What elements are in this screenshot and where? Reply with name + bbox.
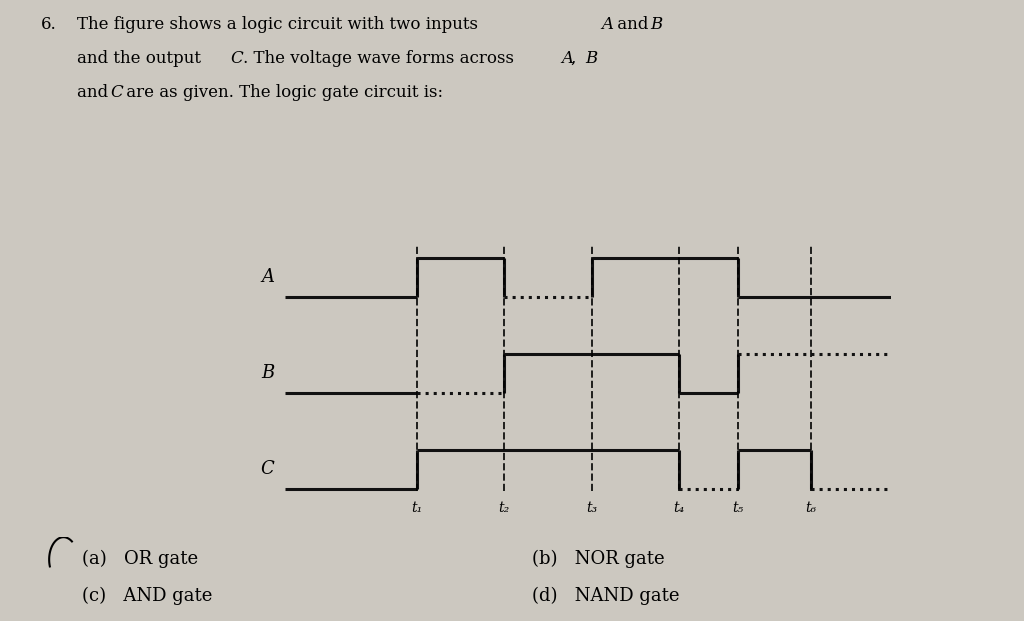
Text: t₃: t₃ xyxy=(586,501,597,515)
Text: B: B xyxy=(650,16,663,32)
Text: (b)   NOR gate: (b) NOR gate xyxy=(532,550,666,568)
Text: B: B xyxy=(586,50,598,66)
Text: A: A xyxy=(601,16,613,32)
Text: (d)   NAND gate: (d) NAND gate xyxy=(532,587,680,605)
Text: . The voltage wave forms across: . The voltage wave forms across xyxy=(243,50,519,66)
Text: The figure shows a logic circuit with two inputs: The figure shows a logic circuit with tw… xyxy=(77,16,483,32)
Text: are as given. The logic gate circuit is:: are as given. The logic gate circuit is: xyxy=(121,84,443,101)
Text: C: C xyxy=(230,50,243,66)
Text: A: A xyxy=(561,50,573,66)
Text: C: C xyxy=(111,84,123,101)
Text: A: A xyxy=(261,268,274,286)
Text: t₂: t₂ xyxy=(499,501,510,515)
Text: ,: , xyxy=(571,50,582,66)
Text: t₆: t₆ xyxy=(805,501,816,515)
Text: t₄: t₄ xyxy=(674,501,685,515)
Text: (a)   OR gate: (a) OR gate xyxy=(82,550,198,568)
Text: and: and xyxy=(77,84,114,101)
Text: (c)   AND gate: (c) AND gate xyxy=(82,587,212,605)
Text: t₅: t₅ xyxy=(732,501,743,515)
Text: and: and xyxy=(612,16,654,32)
Text: C: C xyxy=(260,460,274,478)
Text: 6.: 6. xyxy=(41,16,56,32)
Text: B: B xyxy=(261,365,274,383)
Text: and the output: and the output xyxy=(77,50,206,66)
Text: t₁: t₁ xyxy=(411,501,422,515)
